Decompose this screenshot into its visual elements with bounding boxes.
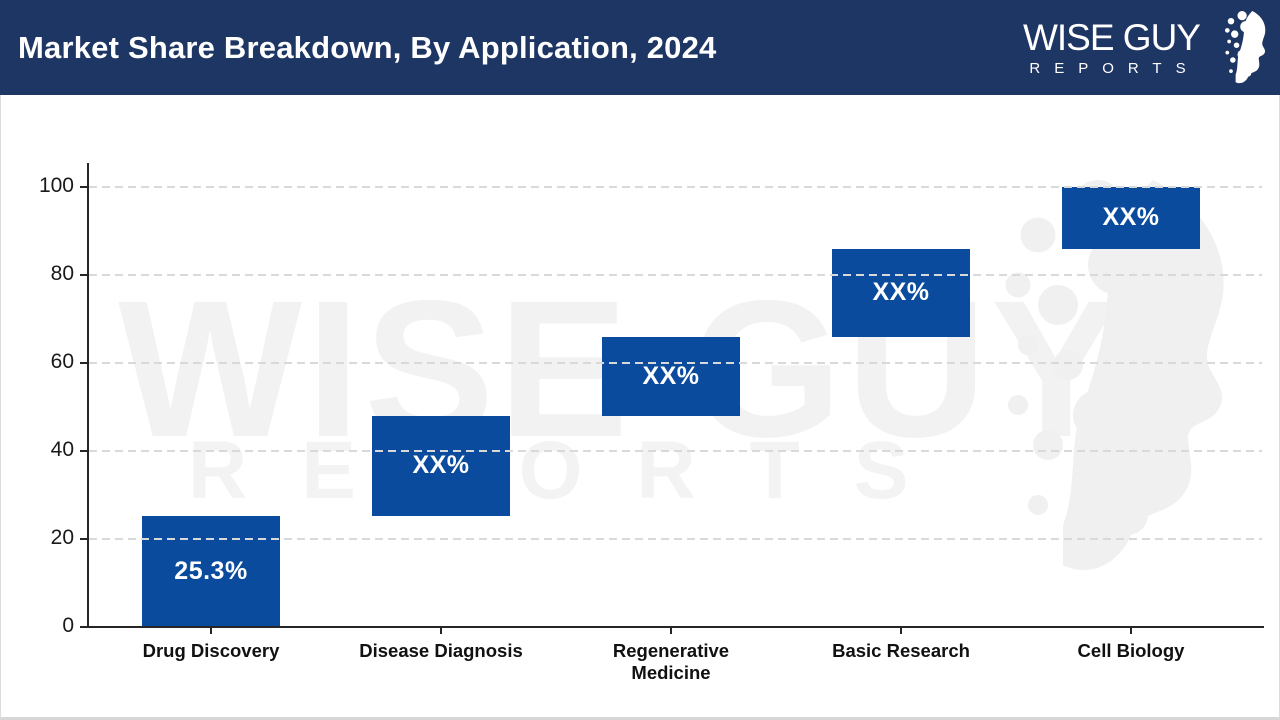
y-tick-label: 60 <box>50 350 74 373</box>
x-axis-label: Disease Diagnosis <box>359 640 523 661</box>
gridline <box>89 450 1262 452</box>
bar-value-label: 25.3% <box>174 556 248 585</box>
wise-guy-logo: WISE GUY REPORTS <box>1023 7 1268 89</box>
y-tick-mark <box>80 362 88 364</box>
y-tick-mark <box>80 450 88 452</box>
logo-subtext: REPORTS <box>1029 60 1200 77</box>
y-tick-mark <box>80 626 88 628</box>
y-tick-mark <box>80 538 88 540</box>
x-tick-mark <box>900 628 902 634</box>
chart-title: Market Share Breakdown, By Application, … <box>18 29 717 65</box>
bar-regenerative-medicine: XX% <box>602 336 740 416</box>
y-axis-line <box>87 163 89 628</box>
x-axis-label: Drug Discovery <box>142 640 280 661</box>
x-tick-mark <box>670 628 672 634</box>
y-tick-mark <box>80 186 88 188</box>
bar-drug-discovery: 25.3% <box>142 515 280 627</box>
bar-value-label: XX% <box>872 278 930 307</box>
y-tick-label: 20 <box>50 526 74 549</box>
gridline <box>89 538 1262 540</box>
gridline <box>89 362 1262 364</box>
y-tick-label: 100 <box>38 174 74 197</box>
bar-basic-research: XX% <box>832 248 970 337</box>
header-bar: Market Share Breakdown, By Application, … <box>0 0 1280 95</box>
y-tick-label: 80 <box>50 262 74 285</box>
x-axis-line <box>86 626 1264 628</box>
bar-value-label: XX% <box>642 361 700 390</box>
x-tick-mark <box>440 628 442 634</box>
logo-face-icon <box>1194 8 1268 88</box>
logo-text: WISE GUY REPORTS <box>1022 17 1201 77</box>
x-axis-label: Cell Biology <box>1077 640 1185 661</box>
y-tick-mark <box>80 274 88 276</box>
gridline <box>89 274 1262 276</box>
x-tick-mark <box>1130 628 1132 634</box>
watermark-subtext: REPORTS <box>188 425 963 516</box>
x-axis-label: Basic Research <box>832 640 970 661</box>
x-axis-label: Regenerative Medicine <box>612 640 730 684</box>
y-tick-label: 40 <box>50 438 74 461</box>
gridline <box>89 186 1262 188</box>
y-tick-label: 0 <box>62 614 74 637</box>
bar-value-label: XX% <box>1102 203 1160 232</box>
x-tick-mark <box>210 628 212 634</box>
logo-wordmark: WISE GUY <box>1022 17 1201 58</box>
bar-disease-diagnosis: XX% <box>372 415 510 516</box>
bar-cell-biology: XX% <box>1062 187 1200 249</box>
bar-value-label: XX% <box>412 451 470 480</box>
